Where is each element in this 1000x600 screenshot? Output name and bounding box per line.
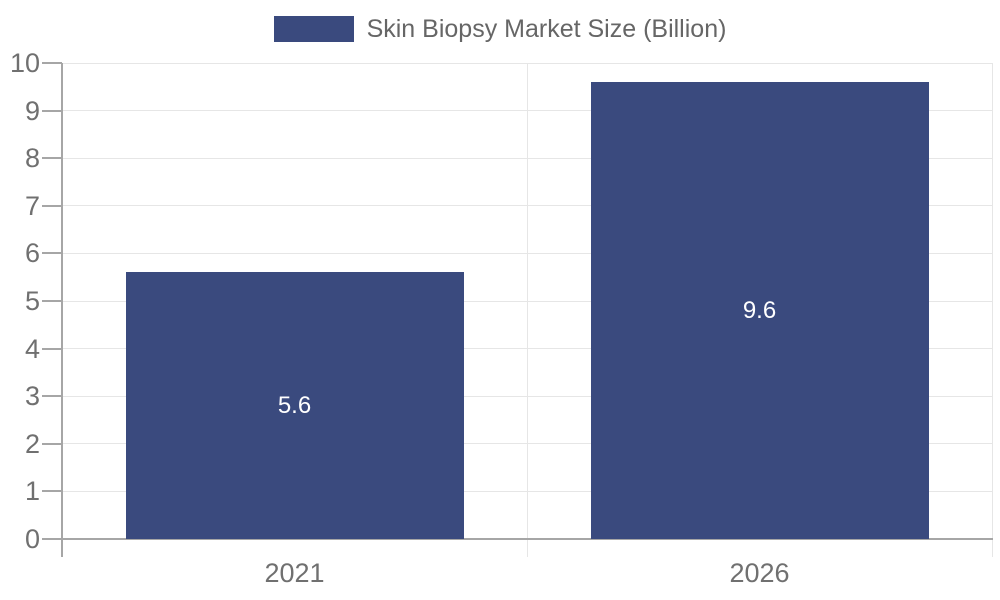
- y-axis-tick: [42, 347, 62, 350]
- legend[interactable]: Skin Biopsy Market Size (Billion): [0, 14, 1000, 44]
- y-axis-line: [61, 63, 63, 557]
- x-axis-label: 2026: [729, 558, 790, 588]
- y-axis-label: 2: [24, 428, 40, 459]
- bar-2026[interactable]: [590, 82, 929, 539]
- y-axis-label: 9: [24, 95, 40, 126]
- y-axis-label: 7: [24, 190, 40, 221]
- x-axis-label: 2021: [264, 558, 325, 588]
- y-axis-label: 8: [24, 143, 40, 174]
- y-axis-tick: [42, 538, 62, 540]
- category-gridline: [526, 63, 528, 557]
- y-axis-tick: [42, 490, 62, 493]
- y-axis-label: 6: [24, 238, 40, 269]
- legend-swatch: [273, 16, 354, 42]
- x-axis-line: [61, 538, 993, 540]
- y-axis-tick: [42, 157, 62, 160]
- category-gridline: [991, 63, 993, 557]
- bar-value-label: 5.6: [277, 391, 312, 419]
- y-axis-label: 1: [24, 476, 40, 507]
- y-axis-label: 3: [24, 381, 40, 412]
- y-axis-tick: [42, 252, 62, 255]
- y-axis-label: 10: [9, 48, 40, 78]
- y-axis-tick: [42, 300, 62, 302]
- y-axis-tick: [42, 442, 62, 445]
- y-axis-label: 4: [24, 333, 40, 364]
- y-axis-tick: [42, 395, 62, 398]
- y-axis-label: 5: [24, 286, 40, 316]
- legend-label: Skin Biopsy Market Size (Billion): [366, 15, 727, 43]
- bar-2021[interactable]: [125, 272, 464, 539]
- y-axis-tick: [42, 109, 62, 112]
- y-axis-label: 0: [24, 524, 40, 554]
- bar-value-label: 9.6: [742, 296, 777, 324]
- y-axis-tick: [42, 204, 62, 207]
- y-axis-tick: [42, 62, 62, 64]
